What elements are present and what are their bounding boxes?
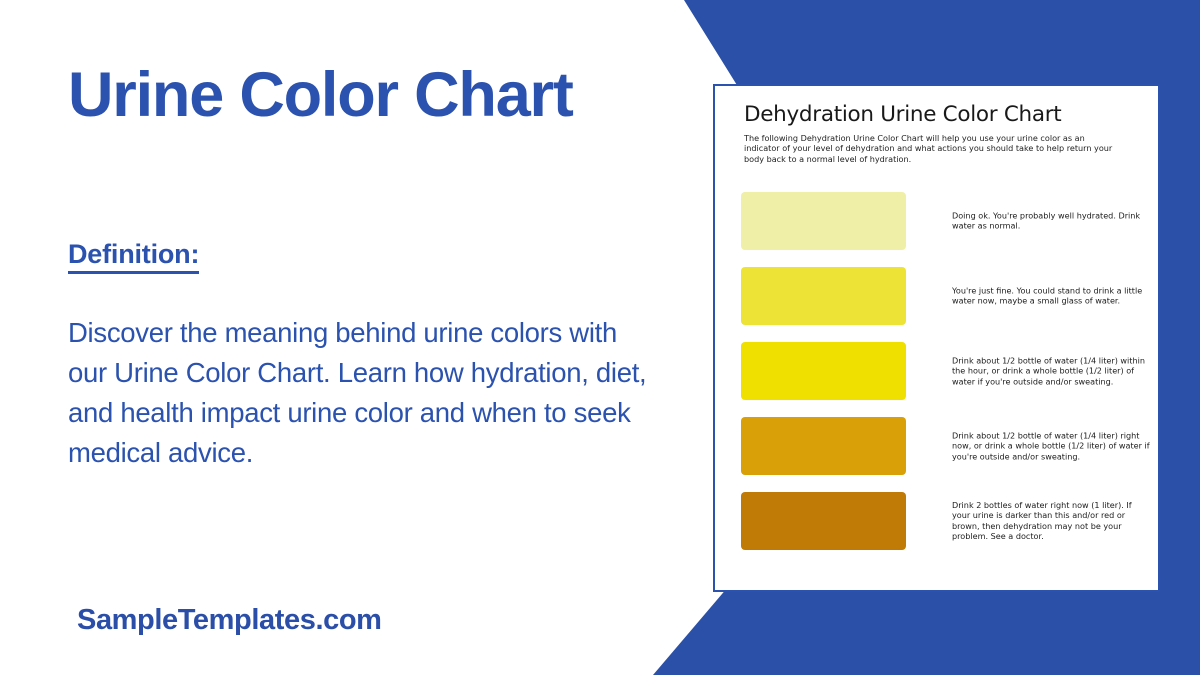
chart-title: Dehydration Urine Color Chart bbox=[744, 102, 1062, 127]
color-swatch-level-5 bbox=[741, 492, 906, 550]
urine-color-rows: Doing ok. You're probably well hydrated.… bbox=[741, 192, 1161, 567]
brand-watermark: SampleTemplates.com bbox=[77, 604, 382, 636]
page-title: Urine Color Chart bbox=[68, 60, 574, 130]
definition-heading: Definition: bbox=[68, 238, 199, 275]
swatch-description: You're just fine. You could stand to dri… bbox=[952, 285, 1143, 306]
swatch-description: Drink about 1/2 bottle of water (1/4 lit… bbox=[952, 355, 1145, 387]
table-row: You're just fine. You could stand to dri… bbox=[741, 267, 1161, 325]
color-swatch-level-2 bbox=[741, 267, 906, 325]
table-row: Drink about 1/2 bottle of water (1/4 lit… bbox=[741, 417, 1161, 475]
card-header: Dehydration Urine Color Chart The follow… bbox=[744, 102, 1152, 165]
table-row: Drink 2 bottles of water right now (1 li… bbox=[741, 492, 1161, 550]
left-content-column: Urine Color Chart Definition: Discover t… bbox=[68, 0, 668, 675]
swatch-description: Drink about 1/2 bottle of water (1/4 lit… bbox=[952, 430, 1150, 462]
swatch-description: Doing ok. You're probably well hydrated.… bbox=[952, 210, 1141, 231]
swatch-description: Drink 2 bottles of water right now (1 li… bbox=[952, 500, 1132, 542]
color-swatch-level-3 bbox=[741, 342, 906, 400]
chart-subtitle: The following Dehydration Urine Color Ch… bbox=[744, 132, 1113, 164]
table-row: Doing ok. You're probably well hydrated.… bbox=[741, 192, 1161, 250]
color-swatch-level-4 bbox=[741, 417, 906, 475]
table-row: Drink about 1/2 bottle of water (1/4 lit… bbox=[741, 342, 1161, 400]
definition-body-text: Discover the meaning behind urine colors… bbox=[68, 317, 647, 468]
color-swatch-level-1 bbox=[741, 192, 906, 250]
